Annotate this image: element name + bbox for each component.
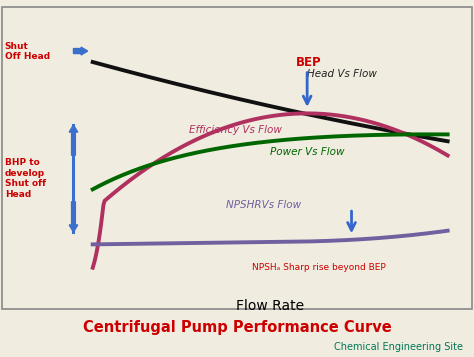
Text: BEP: BEP (296, 56, 322, 69)
Text: NPSHₐ Sharp rise beyond BEP: NPSHₐ Sharp rise beyond BEP (252, 263, 385, 272)
Text: Centrifugal Pump Performance Curve: Centrifugal Pump Performance Curve (82, 320, 392, 335)
Text: Head Vs Flow: Head Vs Flow (307, 69, 377, 79)
Text: Flow Rate: Flow Rate (236, 299, 304, 313)
Text: BHP to
develop
Shut off
Head: BHP to develop Shut off Head (5, 159, 46, 198)
Text: Power Vs Flow: Power Vs Flow (270, 147, 345, 157)
Text: Chemical Engineering Site: Chemical Engineering Site (334, 342, 463, 352)
Text: Shut
Off Head: Shut Off Head (5, 42, 50, 61)
Text: NPSHRVs Flow: NPSHRVs Flow (226, 200, 301, 210)
Text: Efficiency Vs Flow: Efficiency Vs Flow (189, 125, 282, 135)
